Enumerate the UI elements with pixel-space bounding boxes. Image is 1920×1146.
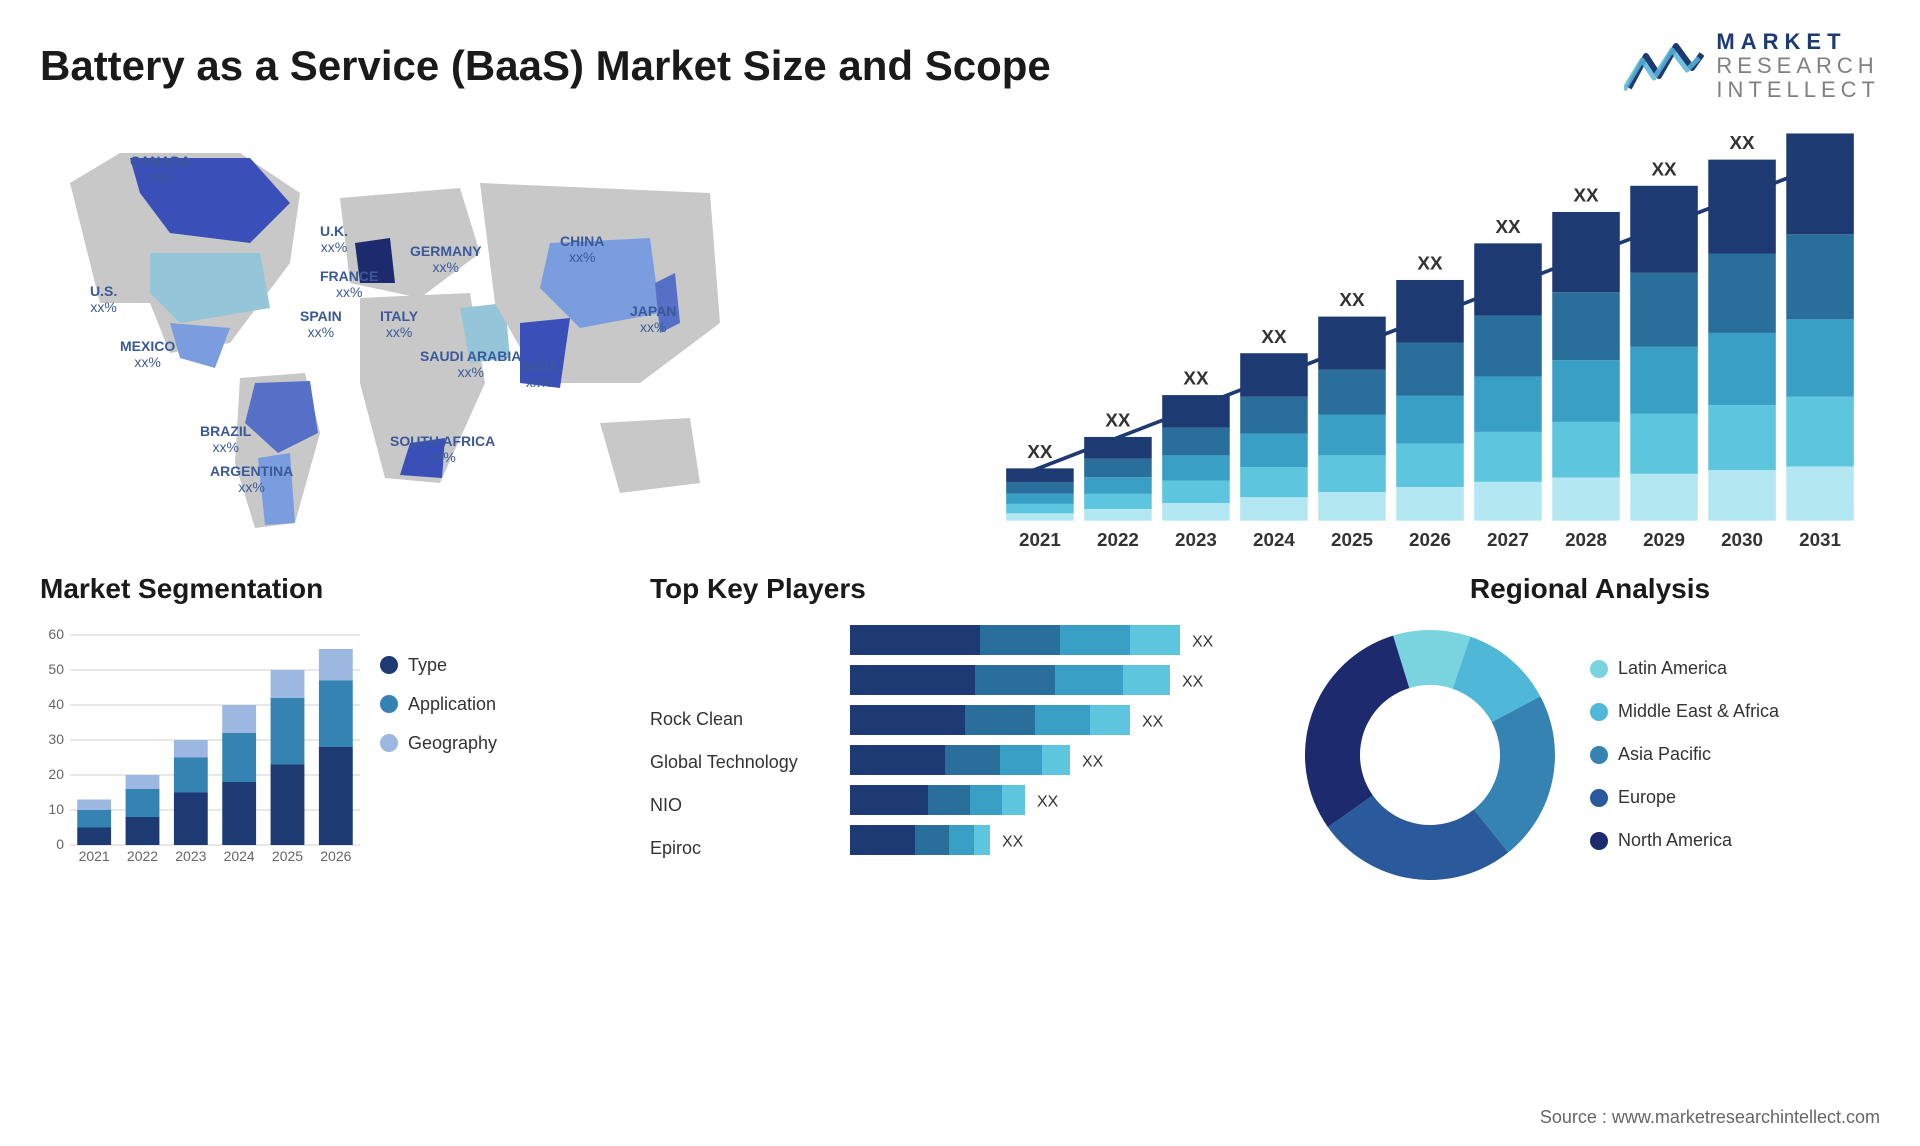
svg-text:XX: XX (1142, 713, 1164, 730)
svg-text:2022: 2022 (127, 848, 158, 864)
svg-text:XX: XX (1261, 325, 1287, 346)
regional-legend: Latin America Middle East & Africa Asia Pa… (1590, 658, 1779, 851)
regional-panel: Regional Analysis Latin America Middle Ea… (1300, 573, 1880, 885)
svg-text:2030: 2030 (1721, 528, 1763, 549)
players-labels: Rock Clean Global Technology NIO Epiroc (650, 625, 830, 865)
logo-text-1: MARKET (1716, 30, 1880, 54)
svg-text:XX: XX (1105, 409, 1131, 430)
player-label: Global Technology (650, 752, 830, 773)
map-label: GERMANYxx% (410, 243, 482, 277)
svg-text:20: 20 (48, 766, 64, 782)
svg-text:60: 60 (48, 626, 64, 642)
world-map-panel: CANADAxx% U.S.xx%MEXICOxx% BRAZILxx% ARGENT… (40, 123, 940, 543)
svg-text:2026: 2026 (320, 848, 351, 864)
map-label: CANADAxx% (130, 153, 191, 187)
svg-text:2023: 2023 (1175, 528, 1217, 549)
svg-text:2031: 2031 (1799, 528, 1841, 549)
legend-item: Europe (1590, 787, 1779, 808)
map-label: ITALYxx% (380, 308, 418, 342)
growth-chart-panel: XX2021XX2022XX2023XX2024XX2025XX2026XX20… (980, 123, 1880, 543)
map-label: BRAZILxx% (200, 423, 251, 457)
map-label: ARGENTINAxx% (210, 463, 293, 497)
svg-text:30: 30 (48, 731, 64, 747)
players-chart: XX XX XX XX XX XX (850, 625, 1270, 865)
logo: MARKET RESEARCH INTELLECT (1624, 30, 1880, 103)
map-label: U.K.xx% (320, 223, 348, 257)
svg-text:XX: XX (1729, 132, 1755, 153)
svg-text:0: 0 (56, 836, 64, 852)
logo-icon (1624, 38, 1704, 94)
svg-text:40: 40 (48, 696, 64, 712)
map-label: JAPANxx% (630, 303, 676, 337)
player-label: Rock Clean (650, 709, 830, 730)
players-panel: Top Key Players Rock Clean Global Technol… (650, 573, 1270, 885)
regional-donut (1300, 625, 1560, 885)
page-title: Battery as a Service (BaaS) Market Size … (40, 42, 1051, 90)
svg-text:2024: 2024 (224, 848, 255, 864)
svg-text:XX: XX (1192, 633, 1214, 650)
segmentation-title: Market Segmentation (40, 573, 620, 605)
svg-text:2021: 2021 (79, 848, 110, 864)
svg-text:2028: 2028 (1565, 528, 1607, 549)
legend-item: Type (380, 655, 497, 676)
svg-text:XX: XX (1417, 252, 1443, 273)
svg-text:XX: XX (1027, 440, 1053, 461)
map-label: SPAINxx% (300, 308, 342, 342)
player-label: Epiroc (650, 838, 830, 859)
svg-text:10: 10 (48, 801, 64, 817)
map-label: FRANCExx% (320, 268, 378, 302)
legend-item: North America (1590, 830, 1779, 851)
growth-bar-chart: XX 2021 XX 2022 XX 2023 XX 2024 XX 2025 XX 2026 XX 20… (980, 123, 1880, 563)
svg-text:2021: 2021 (1019, 528, 1061, 549)
legend-item: Asia Pacific (1590, 744, 1779, 765)
svg-text:2022: 2022 (1097, 528, 1139, 549)
players-title: Top Key Players (650, 573, 1270, 605)
map-label: MEXICOxx% (120, 338, 175, 372)
svg-text:2024: 2024 (1253, 528, 1295, 549)
svg-text:XX: XX (1182, 673, 1204, 690)
svg-text:XX: XX (1573, 184, 1599, 205)
svg-text:XX: XX (1339, 289, 1365, 310)
segmentation-legend: Type Application Geography (380, 625, 497, 865)
svg-text:2023: 2023 (175, 848, 206, 864)
regional-title: Regional Analysis (1300, 573, 1880, 605)
svg-text:2026: 2026 (1409, 528, 1451, 549)
svg-text:XX: XX (1807, 123, 1833, 127)
map-label: SOUTH AFRICAxx% (390, 433, 495, 467)
svg-text:XX: XX (1183, 367, 1209, 388)
svg-text:XX: XX (1002, 833, 1024, 850)
logo-text-3: INTELLECT (1716, 78, 1880, 102)
svg-text:50: 50 (48, 661, 64, 677)
svg-text:2025: 2025 (272, 848, 303, 864)
map-label: SAUDI ARABIAxx% (420, 348, 521, 382)
svg-text:XX: XX (1651, 158, 1677, 179)
segmentation-chart: 0 10 20 30 40 50 60 2021 2022 2023 2024 2025 2026 (40, 625, 360, 865)
source-text: Source : www.marketresearchintellect.com (1540, 1107, 1880, 1128)
logo-text-2: RESEARCH (1716, 54, 1880, 78)
svg-text:2029: 2029 (1643, 528, 1685, 549)
svg-text:2027: 2027 (1487, 528, 1529, 549)
svg-text:XX: XX (1037, 793, 1059, 810)
map-label: INDIAxx% (520, 358, 558, 392)
legend-item: Middle East & Africa (1590, 701, 1779, 722)
segmentation-panel: Market Segmentation 0 10 20 30 40 50 60 2021 202… (40, 573, 620, 885)
svg-text:XX: XX (1495, 215, 1521, 236)
legend-item: Geography (380, 733, 497, 754)
svg-text:XX: XX (1082, 753, 1104, 770)
player-label: NIO (650, 795, 830, 816)
legend-item: Latin America (1590, 658, 1779, 679)
map-label: CHINAxx% (560, 233, 604, 267)
svg-text:2025: 2025 (1331, 528, 1373, 549)
legend-item: Application (380, 694, 497, 715)
map-label: U.S.xx% (90, 283, 117, 317)
